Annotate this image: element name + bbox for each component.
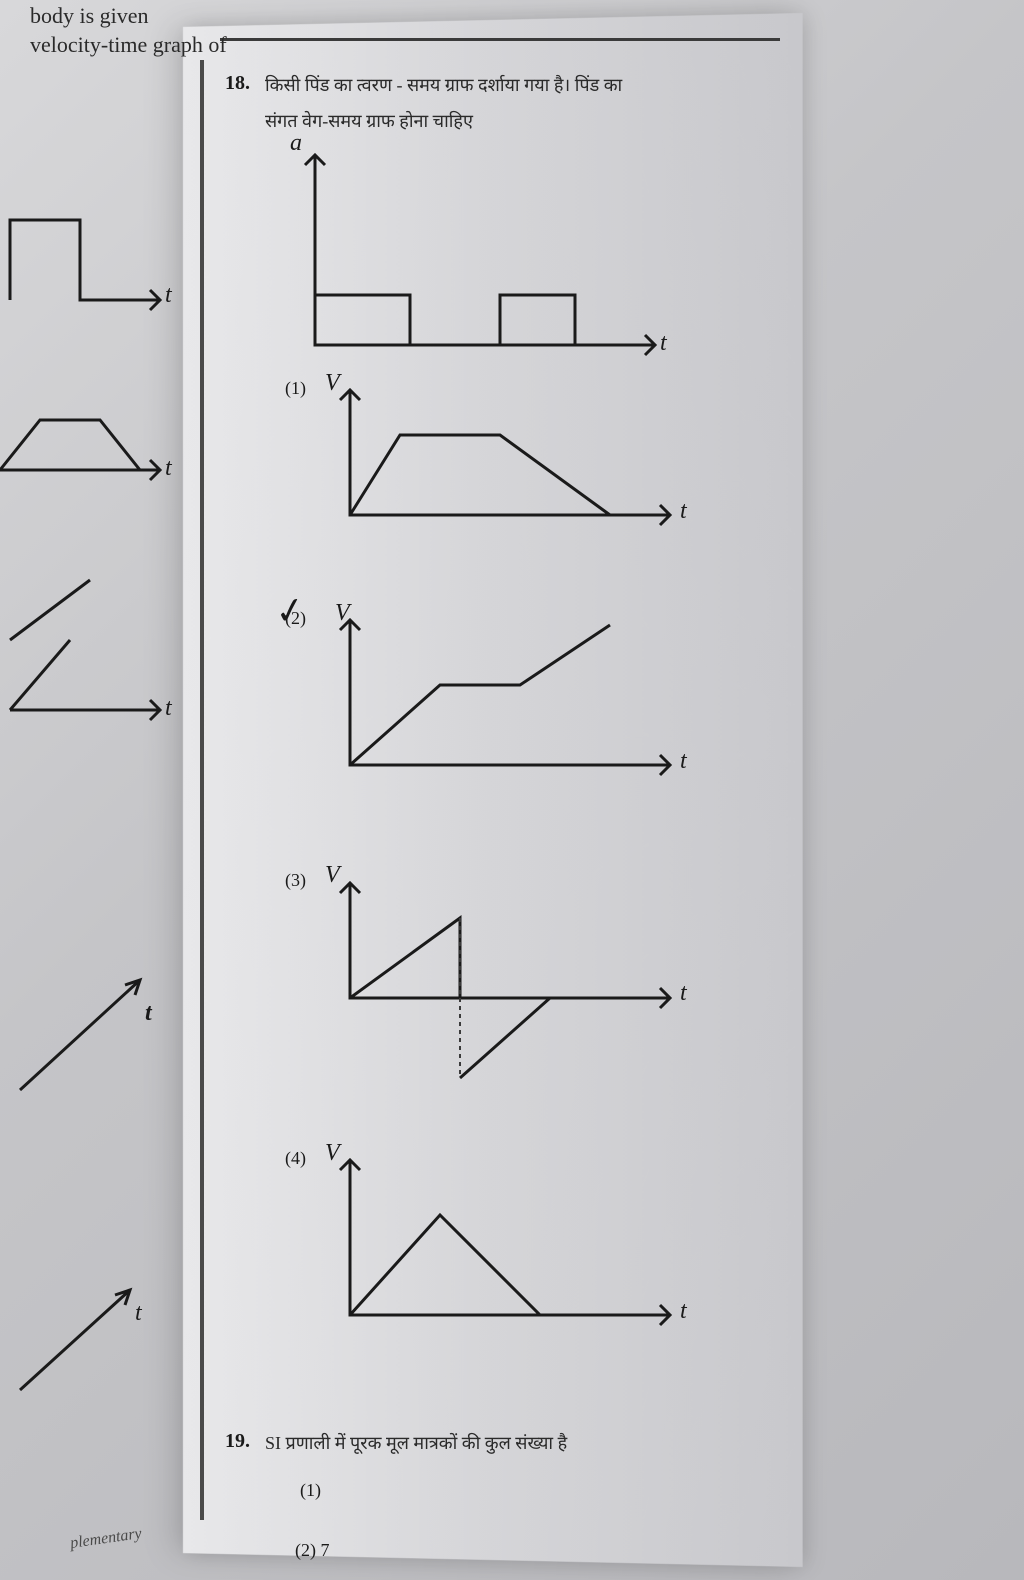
- top-rule: [220, 38, 780, 41]
- opt1-graph: [320, 385, 700, 545]
- opt4-xlabel: t: [680, 1298, 687, 1325]
- left-g1-xlabel: t: [165, 282, 172, 309]
- left-g2-xlabel: t: [165, 455, 172, 482]
- q18-number: 18.: [225, 72, 250, 95]
- opt4-graph: [320, 1155, 700, 1345]
- opt2-xlabel: t: [680, 748, 687, 775]
- opt3-label: (3): [285, 870, 306, 891]
- left-g5-xlabel: t: [135, 1300, 142, 1327]
- q19-number: 19.: [225, 1430, 250, 1453]
- q19-text: SI प्रणाली में पूरक मूल मात्रकों की कुल …: [265, 1430, 765, 1457]
- q18-text1: किसी पिंड का त्वरण - समय ग्राफ दर्शाया ग…: [265, 72, 765, 99]
- opt2-graph: [320, 615, 700, 795]
- opt1-xlabel: t: [680, 498, 687, 525]
- left-g3-xlabel: t: [165, 695, 172, 722]
- left-graph-1: [0, 180, 180, 320]
- q18-text2: संगत वेग-समय ग्राफ होना चाहिए: [265, 108, 765, 135]
- q19-opt2: (2) 7: [295, 1540, 330, 1561]
- left-column: t t t t t: [0, 0, 190, 1580]
- column-divider: [200, 60, 204, 1520]
- opt2-label: (2): [285, 608, 306, 629]
- left-graph-2: [0, 380, 180, 500]
- main-at-graph: [285, 145, 685, 375]
- opt3-xlabel: t: [680, 980, 687, 1007]
- left-graph-3: [0, 560, 180, 740]
- opt1-label: (1): [285, 378, 306, 399]
- q19-opt1: (1): [300, 1480, 321, 1501]
- opt3-graph: [320, 878, 700, 1098]
- main-graph-xlabel: t: [660, 330, 667, 357]
- left-g4-xlabel: t: [145, 1000, 152, 1027]
- opt4-label: (4): [285, 1148, 306, 1169]
- left-graph-4: [0, 940, 180, 1120]
- left-graph-5: [0, 1240, 180, 1420]
